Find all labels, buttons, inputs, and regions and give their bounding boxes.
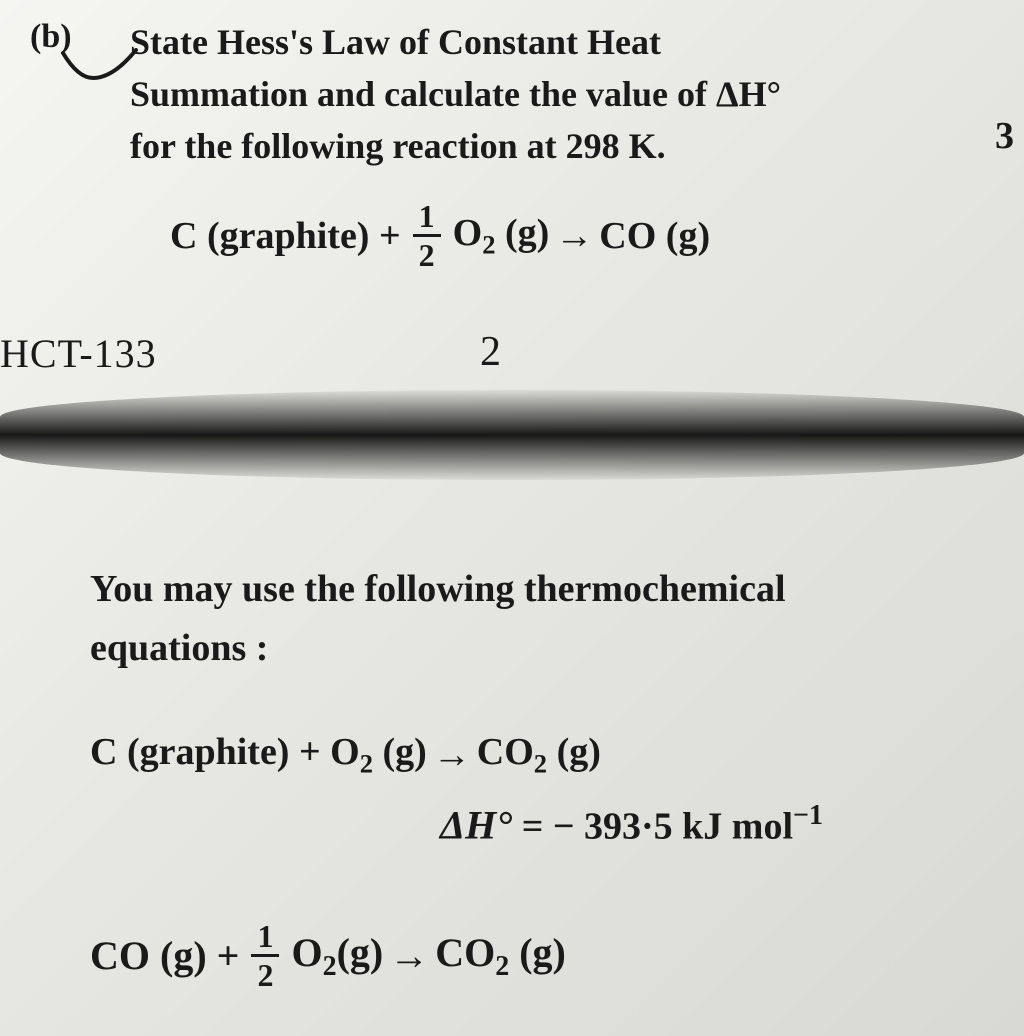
page-fold-divider: [0, 390, 1024, 480]
delta-h-value: = − 393·5 kJ mol: [512, 805, 793, 847]
checkmark-annotation: [58, 48, 138, 88]
arrow-icon: →: [555, 214, 593, 258]
page-reference-code: HCT-133: [0, 330, 157, 377]
intro-line-2: equations :: [90, 627, 268, 669]
frac-numerator-b: 1: [251, 920, 279, 957]
eqa-rhs: CO2 (g): [477, 730, 601, 780]
frac-denominator: 2: [419, 237, 435, 271]
page: (b) State Hess's Law of Constant Heat Su…: [0, 0, 1024, 1036]
delta-h-exp: −1: [793, 800, 823, 831]
given-equation-b: CO (g) + 1 2 O2(g) → CO2 (g): [90, 920, 566, 991]
eq-lhs-graphite: C (graphite) +: [170, 214, 401, 258]
question-line-2: Summation and calculate the value of ΔH°: [130, 74, 781, 114]
eqb-o2: O2(g): [291, 929, 383, 983]
eqb-rhs: CO2 (g): [435, 929, 566, 983]
question-line-1: State Hess's Law of Constant Heat: [130, 22, 661, 62]
question-text: State Hess's Law of Constant Heat Summat…: [130, 16, 994, 173]
eq-o2: O2 (g): [453, 211, 550, 261]
arrow-icon: →: [433, 733, 471, 777]
arrow-icon: →: [389, 932, 429, 979]
delta-h-value-a: ΔH° = − 393·5 kJ mol−1: [440, 800, 823, 848]
question-line-3: for the following reaction at 298 K.: [130, 126, 666, 166]
eqa-lhs: C (graphite) + O2 (g): [90, 730, 427, 780]
given-equations-intro: You may use the following thermochemical…: [90, 560, 1004, 678]
eq-rhs-co: CO (g): [599, 214, 710, 258]
frac-numerator: 1: [413, 200, 441, 237]
fraction-half: 1 2: [413, 200, 441, 271]
target-reaction-equation: C (graphite) + 1 2 O2 (g) → CO (g): [170, 200, 710, 271]
given-equation-a: C (graphite) + O2 (g) → CO2 (g): [90, 730, 601, 780]
eqb-lhs1: CO (g) +: [90, 932, 239, 979]
page-number: 2: [480, 328, 501, 376]
fraction-half-b: 1 2: [251, 920, 279, 991]
delta-h-symbol: ΔH°: [440, 802, 512, 847]
frac-denominator-b: 2: [257, 957, 273, 991]
intro-line-1: You may use the following thermochemical: [90, 568, 786, 610]
marks-label: 3: [995, 114, 1014, 158]
